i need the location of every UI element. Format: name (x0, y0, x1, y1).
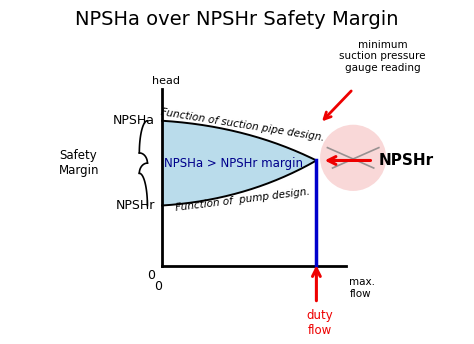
Text: max.
flow: max. flow (349, 277, 375, 299)
Text: head: head (152, 76, 180, 86)
Text: NPSHr: NPSHr (115, 199, 155, 212)
Text: NPSHa: NPSHa (113, 114, 155, 127)
Text: Function of suction pipe design.: Function of suction pipe design. (160, 107, 325, 143)
Text: minimum
suction pressure
gauge reading: minimum suction pressure gauge reading (339, 40, 426, 73)
Polygon shape (162, 121, 316, 205)
Text: Function of  pump design.: Function of pump design. (174, 187, 310, 213)
Text: 0: 0 (147, 269, 155, 282)
Text: NPSHr: NPSHr (379, 153, 434, 168)
Text: NPSHa over NPSHr Safety Margin: NPSHa over NPSHr Safety Margin (75, 10, 399, 29)
Text: duty
flow: duty flow (307, 309, 333, 337)
Text: Safety
Margin: Safety Margin (59, 149, 100, 177)
Text: 0: 0 (155, 280, 163, 293)
Text: NPSHa > NPSHr margin: NPSHa > NPSHr margin (164, 157, 302, 170)
Ellipse shape (320, 125, 386, 191)
